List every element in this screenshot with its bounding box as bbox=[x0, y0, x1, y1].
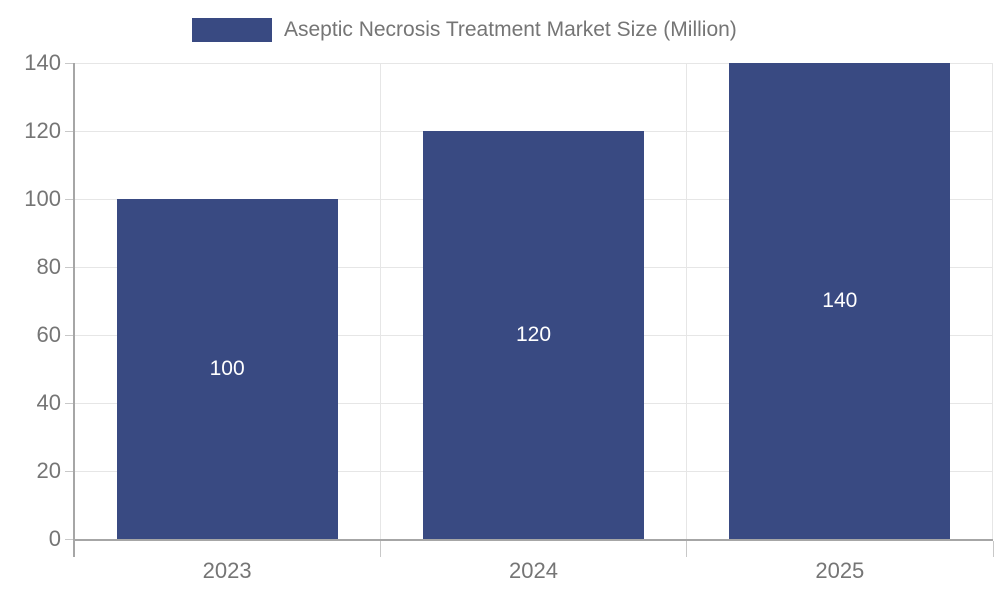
y-tick-label: 20 bbox=[36, 458, 61, 483]
bar-2023[interactable]: 100 bbox=[116, 199, 338, 539]
y-axis-tick bbox=[65, 334, 74, 336]
x-axis-tick bbox=[379, 541, 381, 557]
y-tick-label: 100 bbox=[24, 186, 61, 211]
y-axis-tick bbox=[65, 470, 74, 472]
y-axis-line bbox=[73, 63, 75, 557]
legend-label: Aseptic Necrosis Treatment Market Size (… bbox=[284, 18, 737, 41]
y-axis-tick bbox=[65, 266, 74, 268]
y-axis-tick bbox=[65, 130, 74, 132]
plot-right-border bbox=[992, 63, 993, 539]
bar-data-label: 140 bbox=[822, 289, 858, 312]
y-gridline bbox=[74, 62, 993, 64]
legend-swatch bbox=[192, 18, 272, 42]
y-axis-tick bbox=[65, 538, 74, 540]
x-axis-line bbox=[74, 539, 993, 541]
x-gridline bbox=[379, 63, 381, 539]
y-tick-label: 0 bbox=[48, 526, 61, 551]
y-tick-label: 120 bbox=[24, 118, 61, 143]
y-tick-label: 60 bbox=[36, 322, 61, 347]
y-tick-label: 80 bbox=[36, 254, 61, 279]
x-tick-label: 2025 bbox=[815, 558, 865, 583]
y-axis-tick bbox=[65, 402, 74, 404]
y-tick-label: 140 bbox=[24, 50, 61, 75]
x-gridline bbox=[686, 63, 688, 539]
y-axis-tick bbox=[65, 62, 74, 64]
y-axis-tick bbox=[65, 198, 74, 200]
bar-data-label: 120 bbox=[515, 323, 552, 346]
bar-2024[interactable]: 120 bbox=[423, 131, 644, 539]
x-tick-label: 2024 bbox=[509, 558, 558, 583]
bar-2025[interactable]: 140 bbox=[729, 63, 951, 539]
x-tick-label: 2023 bbox=[202, 558, 252, 583]
x-axis-tick bbox=[686, 541, 688, 557]
bar-data-label: 100 bbox=[209, 357, 245, 380]
x-axis-tick bbox=[992, 541, 994, 557]
legend-item[interactable]: Aseptic Necrosis Treatment Market Size (… bbox=[192, 18, 737, 42]
y-tick-label: 40 bbox=[36, 390, 61, 415]
plot-area: 0 20 40 60 80 100 120 140 100 2023 120 2024 140 2025 bbox=[24, 51, 994, 583]
